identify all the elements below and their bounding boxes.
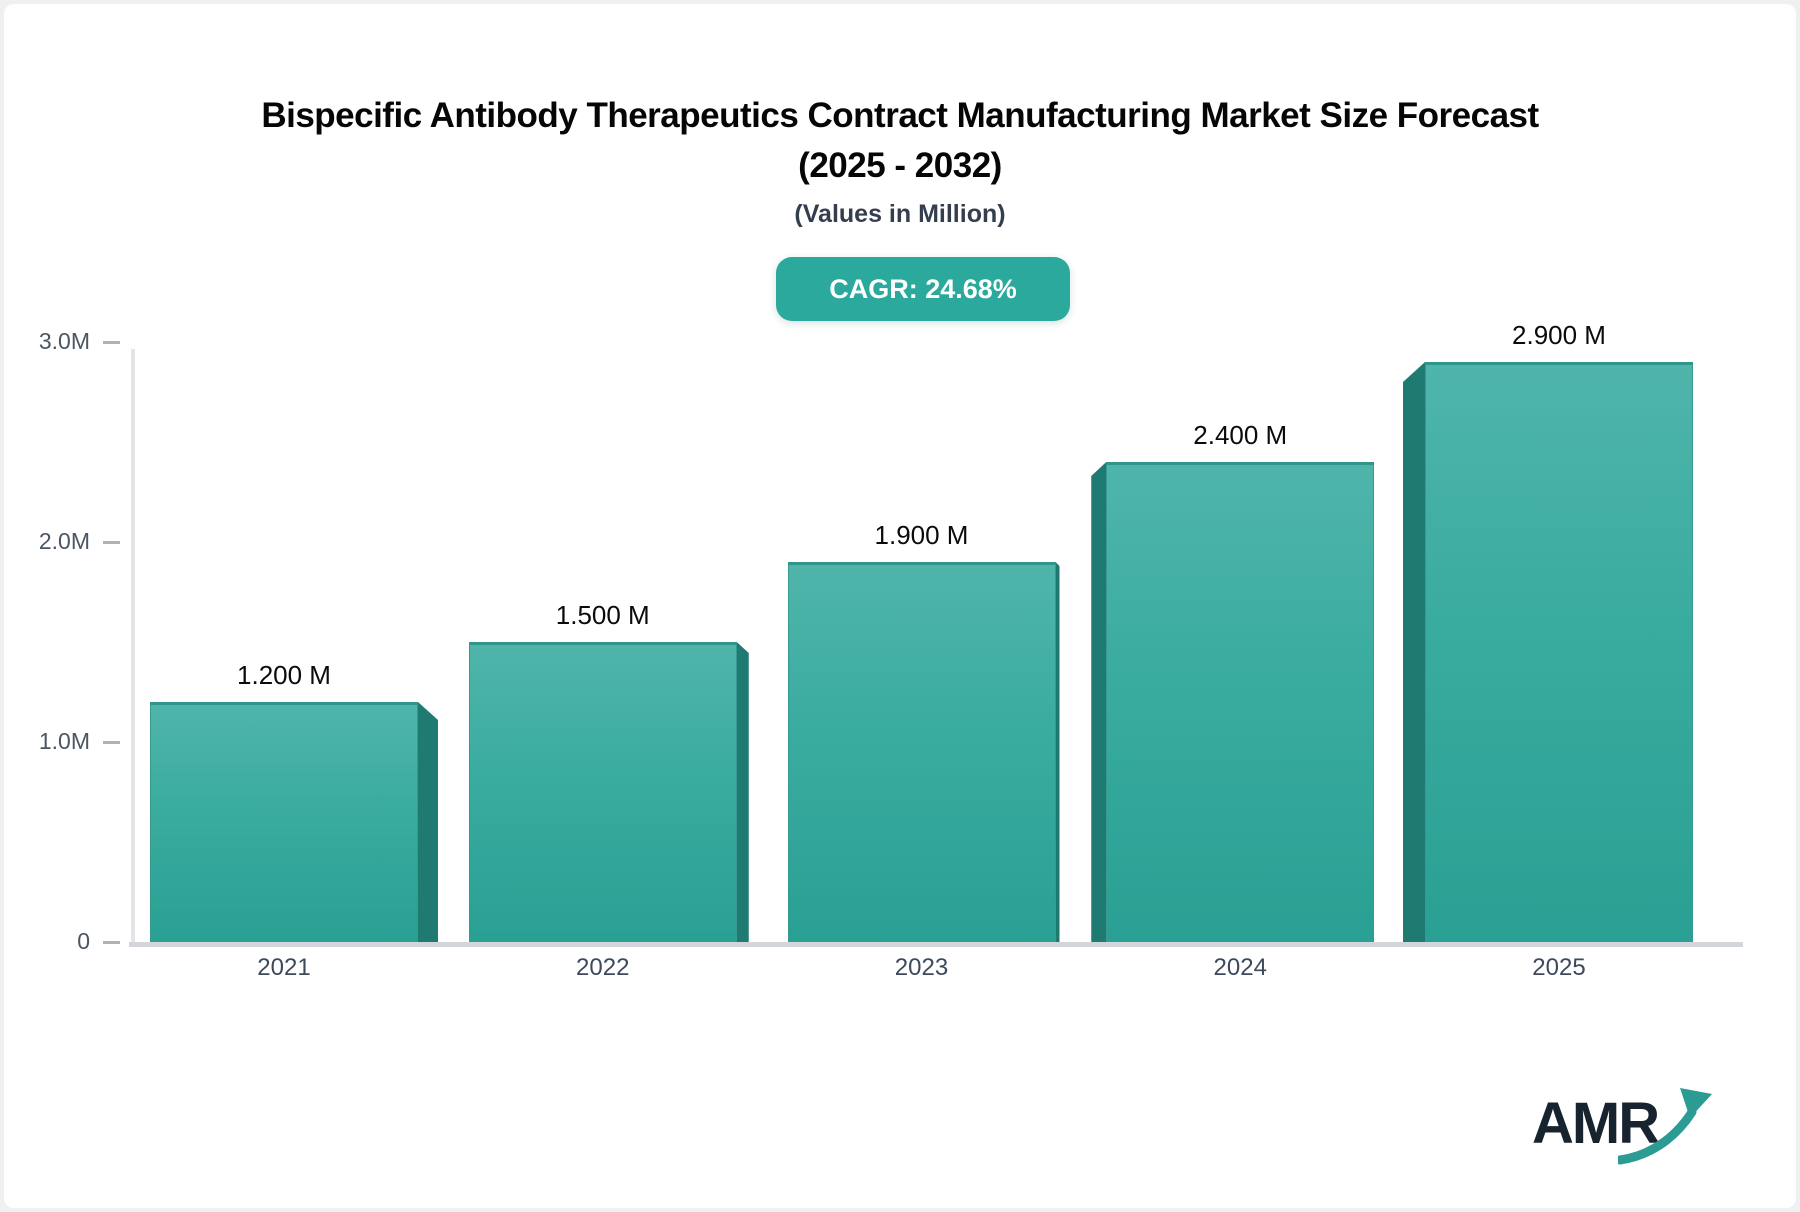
chart-card: Bispecific Antibody Therapeutics Contrac… bbox=[4, 4, 1796, 1208]
bar-side-face bbox=[1403, 362, 1425, 942]
y-axis-tick bbox=[103, 941, 120, 944]
bar-value-label: 2.400 M bbox=[1193, 420, 1288, 450]
y-axis-tick-label: 1.0M bbox=[38, 728, 90, 754]
page-title: Bispecific Antibody Therapeutics Contrac… bbox=[261, 96, 1539, 135]
bar-value-label: 2.900 M bbox=[1512, 320, 1606, 350]
y-axis-line bbox=[131, 349, 135, 946]
y-axis-tick-label: 2.0M bbox=[38, 528, 90, 554]
y-axis-tick-label: 0 bbox=[77, 928, 90, 954]
cagr-badge: CAGR: 24.68% bbox=[776, 257, 1070, 321]
cagr-badge-label: CAGR: 24.68% bbox=[829, 273, 1017, 304]
chart-subtitle: (Values in Million) bbox=[794, 200, 1006, 228]
plot-area: 0 1.0M 2.0M 3.0M 1.200 M 2021 1.500 M 2022 1.900… bbox=[4, 4, 1796, 1208]
bar-2022[interactable] bbox=[468, 642, 737, 942]
bar-value-label: 1.500 M bbox=[555, 600, 650, 630]
x-axis-label: 2025 bbox=[1532, 954, 1586, 981]
amr-logo: AMR bbox=[1532, 1088, 1722, 1180]
x-axis-label: 2022 bbox=[576, 954, 630, 981]
y-axis-tick bbox=[103, 341, 120, 344]
bar-side-face bbox=[736, 642, 749, 942]
bar-2024[interactable] bbox=[1106, 462, 1375, 942]
x-axis-label: 2023 bbox=[894, 954, 949, 981]
bar-2023[interactable] bbox=[787, 562, 1056, 942]
y-axis-tick-label: 3.0M bbox=[38, 328, 90, 354]
bar-value-label: 1.900 M bbox=[874, 520, 969, 550]
bar-side-face bbox=[418, 702, 438, 942]
bar-side-face bbox=[1091, 462, 1107, 942]
growth-arrow-icon bbox=[1618, 1088, 1712, 1165]
x-axis-label: 2021 bbox=[257, 954, 311, 981]
logo-text: AMR bbox=[1532, 1091, 1660, 1156]
bar-2025[interactable] bbox=[1425, 362, 1693, 942]
x-axis-line bbox=[129, 942, 1743, 947]
y-axis-tick bbox=[103, 741, 120, 744]
bar-value-label: 1.200 M bbox=[237, 660, 331, 690]
x-axis-label: 2024 bbox=[1213, 954, 1267, 981]
page-title-range: (2025 - 2032) bbox=[798, 146, 1002, 185]
y-axis-tick bbox=[103, 541, 120, 544]
bar-2021[interactable] bbox=[150, 702, 418, 942]
bar-side-face bbox=[1055, 562, 1060, 942]
